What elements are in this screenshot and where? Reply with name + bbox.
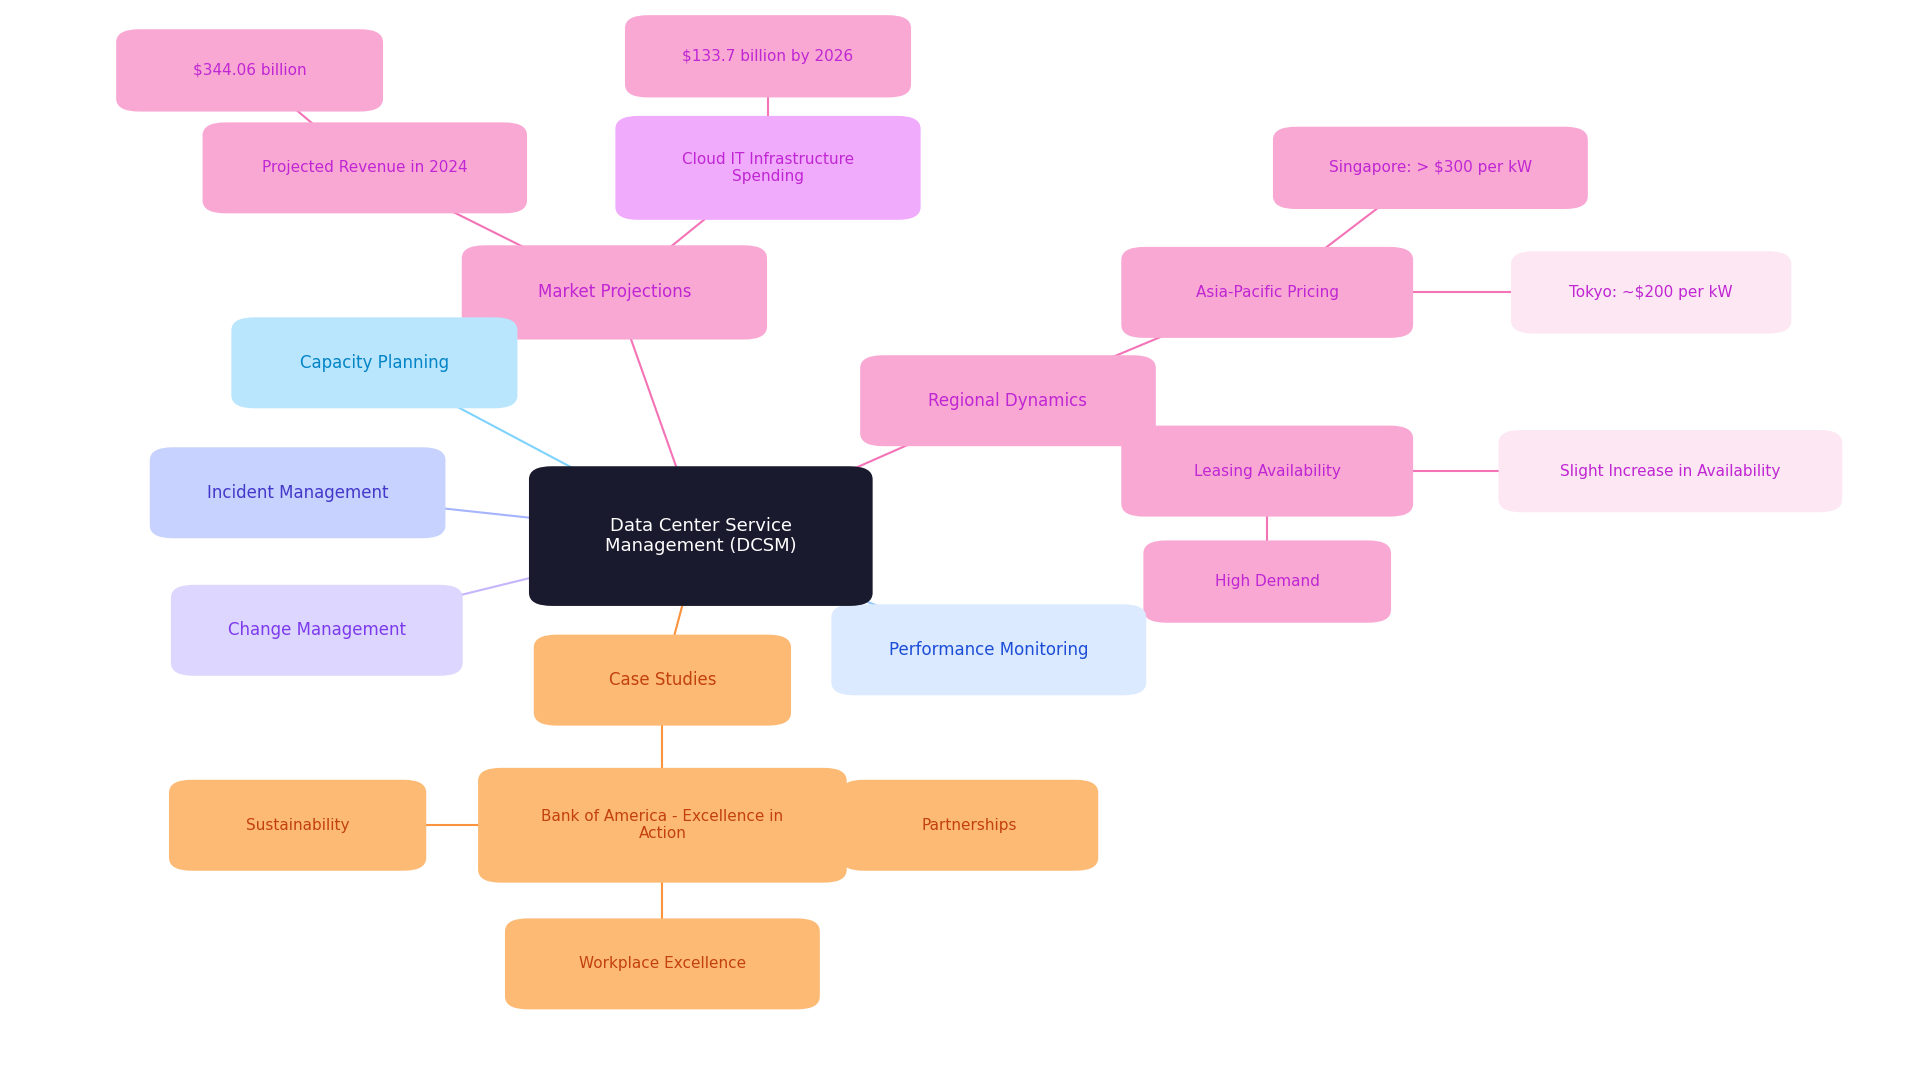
Text: Slight Increase in Availability: Slight Increase in Availability: [1561, 464, 1780, 479]
Text: Market Projections: Market Projections: [538, 284, 691, 301]
Text: $133.7 billion by 2026: $133.7 billion by 2026: [682, 49, 854, 64]
Text: Partnerships: Partnerships: [922, 818, 1018, 833]
FancyBboxPatch shape: [841, 780, 1098, 871]
Text: Regional Dynamics: Regional Dynamics: [929, 392, 1087, 409]
FancyBboxPatch shape: [831, 604, 1146, 695]
Text: High Demand: High Demand: [1215, 574, 1319, 589]
FancyBboxPatch shape: [1498, 430, 1843, 512]
Text: Singapore: > $300 per kW: Singapore: > $300 per kW: [1329, 160, 1532, 175]
FancyBboxPatch shape: [1511, 251, 1791, 334]
Text: $344.06 billion: $344.06 billion: [192, 63, 307, 78]
Text: Data Center Service
Management (DCSM): Data Center Service Management (DCSM): [605, 517, 797, 556]
Text: Incident Management: Incident Management: [207, 484, 388, 501]
FancyBboxPatch shape: [1144, 540, 1390, 623]
FancyBboxPatch shape: [614, 116, 922, 220]
Text: Change Management: Change Management: [228, 622, 405, 639]
FancyBboxPatch shape: [626, 15, 912, 97]
Text: Workplace Excellence: Workplace Excellence: [578, 956, 747, 971]
Text: Case Studies: Case Studies: [609, 671, 716, 689]
FancyBboxPatch shape: [1121, 426, 1413, 517]
Text: Asia-Pacific Pricing: Asia-Pacific Pricing: [1196, 285, 1338, 300]
FancyBboxPatch shape: [1273, 127, 1588, 209]
FancyBboxPatch shape: [505, 918, 820, 1009]
FancyBboxPatch shape: [117, 29, 384, 112]
FancyBboxPatch shape: [150, 447, 445, 538]
Text: Bank of America - Excellence in
Action: Bank of America - Excellence in Action: [541, 809, 783, 841]
FancyBboxPatch shape: [169, 780, 426, 871]
FancyBboxPatch shape: [461, 246, 766, 340]
Text: Tokyo: ~$200 per kW: Tokyo: ~$200 per kW: [1569, 285, 1734, 300]
Text: Sustainability: Sustainability: [246, 818, 349, 833]
FancyBboxPatch shape: [528, 466, 872, 606]
Text: Performance Monitoring: Performance Monitoring: [889, 641, 1089, 658]
FancyBboxPatch shape: [1121, 247, 1413, 338]
FancyBboxPatch shape: [860, 355, 1156, 446]
Text: Capacity Planning: Capacity Planning: [300, 354, 449, 371]
Text: Cloud IT Infrastructure
Spending: Cloud IT Infrastructure Spending: [682, 152, 854, 184]
Text: Projected Revenue in 2024: Projected Revenue in 2024: [261, 160, 468, 175]
FancyBboxPatch shape: [171, 585, 463, 676]
FancyBboxPatch shape: [232, 317, 518, 408]
FancyBboxPatch shape: [478, 768, 847, 883]
FancyBboxPatch shape: [534, 635, 791, 726]
FancyBboxPatch shape: [204, 122, 526, 213]
Text: Leasing Availability: Leasing Availability: [1194, 464, 1340, 479]
